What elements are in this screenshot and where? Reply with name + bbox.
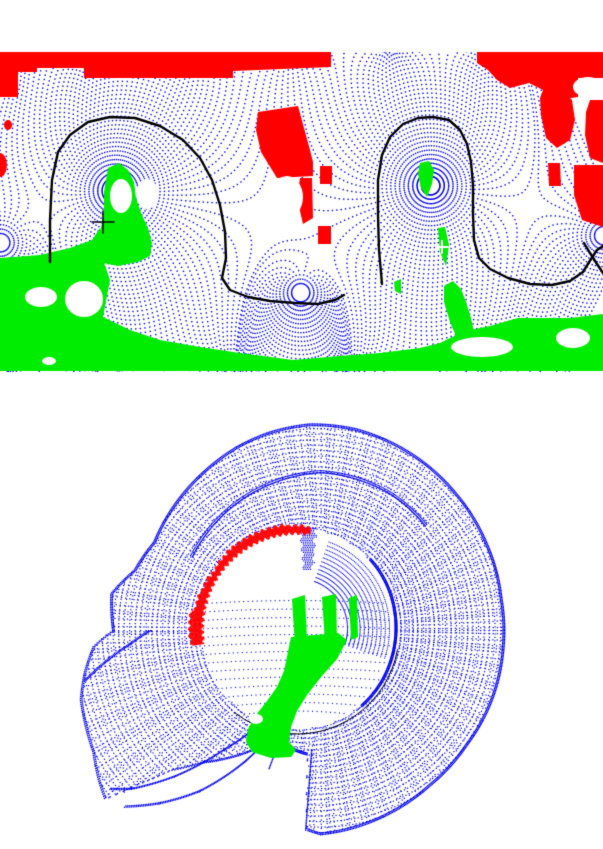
figure-root <box>0 0 603 849</box>
figure-canvas <box>0 0 603 849</box>
